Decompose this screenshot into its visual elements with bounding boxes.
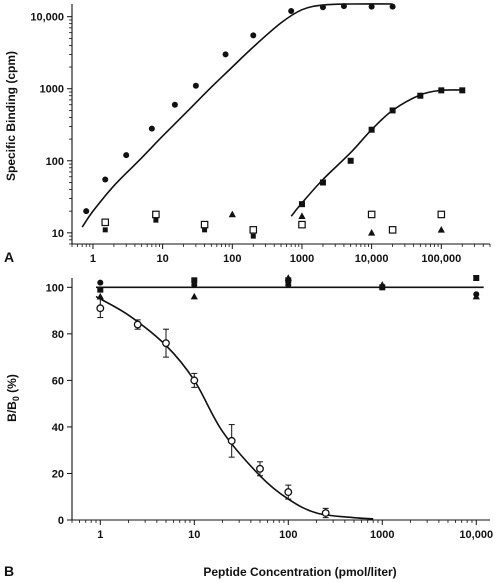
data-point-filled-circle <box>97 279 104 286</box>
data-point-filled-circle <box>192 82 199 89</box>
y-tick-label: 20 <box>52 468 64 480</box>
data-point-filled-circle <box>222 51 229 58</box>
panel-a-ticks: 1 10 100 1000 10,000 100,000 10 100 1000 10,000 <box>30 12 491 265</box>
data-point-filled-triangle <box>96 292 104 300</box>
y-tick-label: 100 <box>46 282 64 294</box>
data-point-filled-circle <box>368 3 375 10</box>
x-tick-label: 100 <box>279 529 297 541</box>
data-point-filled-square-small <box>102 227 108 233</box>
panel-b-label: B <box>4 563 14 579</box>
panel-b-y-axis-label-main: B/B <box>5 401 19 422</box>
y-tick-label: 0 <box>58 515 64 527</box>
data-point-filled-circle <box>83 208 90 215</box>
data-point-filled-circle <box>148 125 155 132</box>
data-point-filled-circle <box>102 176 109 183</box>
y-tick-label: 100 <box>46 156 64 168</box>
data-point-open-circle <box>284 488 293 497</box>
panel-a-data-points <box>83 3 466 239</box>
data-point-filled-circle <box>340 3 347 10</box>
data-point-filled-circle <box>171 101 178 108</box>
data-point-filled-square-small <box>153 217 159 223</box>
data-point-filled-triangle <box>437 226 445 233</box>
data-point-filled-triangle <box>378 281 386 288</box>
data-point-open-square <box>249 226 258 234</box>
data-point-open-square <box>298 220 306 229</box>
panel-b-data-points <box>96 274 480 519</box>
x-tick-label: 1000 <box>370 529 394 541</box>
x-tick-label: 100,000 <box>421 253 461 265</box>
x-tick-label: 1000 <box>290 253 314 265</box>
data-point-filled-square <box>417 92 424 99</box>
panel-b-x-axis-label: Peptide Concentration (pmol/liter) <box>203 565 396 579</box>
data-point-open-circle <box>96 304 105 313</box>
panel-b-fit-curves <box>95 286 484 520</box>
panel-a-axes-frame <box>71 4 490 245</box>
data-point-filled-triangle <box>284 274 292 281</box>
data-point-filled-triangle <box>298 212 306 220</box>
data-point-filled-square-small <box>250 233 256 239</box>
data-point-open-square <box>152 210 160 219</box>
panel-b-y-axis-label: B/B0 (%) <box>5 374 21 422</box>
data-point-filled-triangle <box>368 229 376 236</box>
data-point-open-square <box>101 218 110 227</box>
data-point-filled-square <box>347 157 354 164</box>
fit-curve <box>95 295 374 520</box>
y-tick-label: 10,000 <box>30 12 64 24</box>
y-tick-label: 1000 <box>40 84 64 96</box>
data-point-filled-square <box>368 126 375 133</box>
data-point-open-circle <box>190 376 199 385</box>
data-point-filled-square <box>473 275 480 281</box>
x-tick-label: 10,000 <box>355 253 389 265</box>
data-point-filled-square <box>459 87 466 94</box>
y-tick-label: 10 <box>52 228 64 240</box>
data-point-open-circle <box>133 320 142 329</box>
data-point-filled-circle <box>285 281 292 288</box>
data-point-filled-square <box>389 107 396 114</box>
data-point-filled-circle <box>123 152 130 159</box>
data-point-open-circle <box>227 436 236 445</box>
panel-b-y-axis-label-subscript: 0 <box>11 396 21 401</box>
data-point-open-square <box>200 220 209 229</box>
data-point-filled-triangle <box>190 292 198 300</box>
data-point-open-square <box>437 210 446 219</box>
data-point-filled-square <box>97 286 104 293</box>
fit-curve <box>81 3 393 228</box>
data-point-filled-triangle <box>472 292 480 300</box>
panel-a-fit-curves <box>81 3 463 228</box>
data-point-open-circle <box>256 464 264 473</box>
y-tick-label: 40 <box>52 422 64 434</box>
x-tick-label: 100 <box>223 253 241 265</box>
data-point-filled-circle <box>389 3 396 10</box>
panel-b-ticks: 1 10 100 1000 10,000 0 20 40 60 80 100 <box>46 282 493 541</box>
data-point-filled-circle <box>319 4 326 11</box>
data-point-filled-square <box>438 87 445 94</box>
data-point-filled-square <box>319 179 326 186</box>
panel-b-y-axis-label-suffix: (%) <box>5 374 19 396</box>
fit-curve <box>290 89 463 217</box>
data-point-open-circle <box>162 339 170 348</box>
data-point-filled-circle <box>288 7 295 14</box>
data-point-filled-circle <box>250 32 257 39</box>
data-point-filled-square <box>191 277 198 284</box>
panel-a-label: A <box>4 249 14 265</box>
data-point-open-square <box>388 226 397 234</box>
x-tick-label: 10 <box>157 253 169 265</box>
data-point-filled-square-small <box>202 227 208 233</box>
x-tick-label: 10 <box>188 529 200 541</box>
data-point-filled-triangle <box>228 210 236 218</box>
y-tick-label: 80 <box>52 329 64 341</box>
y-tick-label: 60 <box>52 375 64 387</box>
data-point-open-square <box>367 210 376 219</box>
x-tick-label: 1 <box>90 253 96 265</box>
data-point-filled-square <box>298 201 305 208</box>
panel-a-y-axis-label: Specific Binding (cpm) <box>4 51 18 181</box>
data-point-open-circle <box>321 509 330 517</box>
panel-a: 1 10 100 1000 10,000 100,000 10 100 1000 10,000 S… <box>4 3 491 265</box>
x-tick-label: 10,000 <box>459 529 493 541</box>
data-point-filled-circle <box>191 281 198 288</box>
x-tick-label: 1 <box>97 529 103 541</box>
panel-b-axes-frame <box>71 278 490 521</box>
